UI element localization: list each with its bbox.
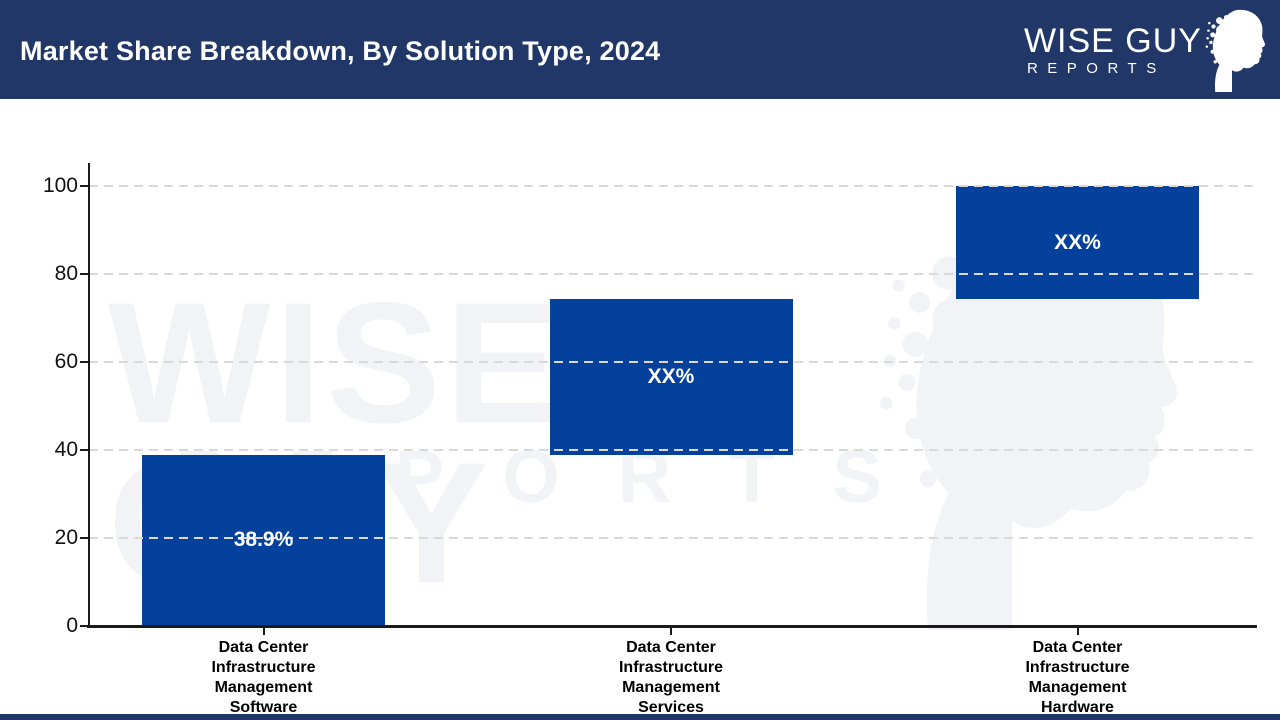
x-category-label: Data Center Infrastructure Management So…: [211, 639, 316, 716]
y-tick-label: 40: [54, 438, 78, 461]
x-tick-mark: [670, 627, 672, 635]
bar-segment: [142, 454, 385, 626]
footer-bar: [0, 714, 1280, 720]
gridline: [89, 185, 1253, 187]
x-category-label: Data Center Infrastructure Management Se…: [618, 639, 724, 716]
x-axis-line: [87, 625, 1257, 628]
x-tick-mark: [262, 627, 265, 635]
y-tick-mark: [80, 625, 88, 627]
chart-title: Market Share Breakdown, By Solution Type…: [20, 36, 661, 66]
y-tick-mark: [80, 273, 88, 275]
y-axis-line: [88, 163, 90, 627]
gridline: [89, 361, 1253, 363]
y-tick-mark: [80, 537, 88, 539]
y-tick-label: 0: [66, 614, 78, 637]
bar-segment: [549, 299, 793, 455]
x-tick-mark: [1076, 627, 1079, 635]
y-tick-label: 60: [54, 350, 78, 373]
bar-value-label: XX%: [647, 364, 695, 388]
logo-reports-text: REPORTS: [1026, 60, 1166, 77]
header-bar: Market Share Breakdown, By Solution Type…: [0, 0, 1280, 99]
gridline: [89, 537, 1253, 539]
y-tick-label: 80: [54, 262, 78, 285]
y-tick-mark: [80, 185, 88, 187]
bar-value-label: 38.9%: [233, 528, 294, 552]
logo-face-icon: [1205, 9, 1265, 92]
wise-guy-reports-logo: WISE GUY REPORTS: [1024, 6, 1268, 94]
x-category-label: Data Center Infrastructure Management Ha…: [1025, 639, 1130, 716]
bar-value-label: XX%: [1054, 230, 1101, 254]
y-tick-mark: [80, 361, 88, 363]
gridline: [89, 449, 1253, 451]
logo-text: WISE GUY REPORTS: [1024, 23, 1202, 77]
gridline: [89, 273, 1253, 275]
y-tick-label: 100: [42, 174, 78, 197]
logo-wiseguy-text: WISE GUY: [1023, 22, 1202, 60]
y-tick-label: 20: [54, 526, 78, 549]
y-tick-mark: [80, 449, 88, 451]
